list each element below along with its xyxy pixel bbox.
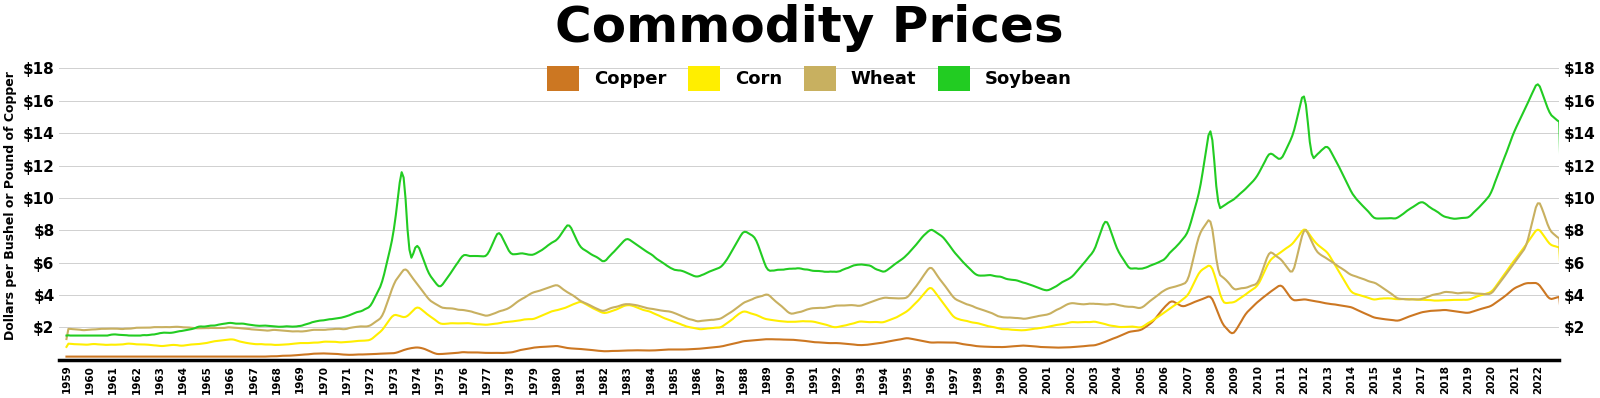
Legend: Copper, Corn, Wheat, Soybean: Copper, Corn, Wheat, Soybean — [539, 59, 1078, 98]
Y-axis label: Dollars per Bushel or Pound of Copper: Dollars per Bushel or Pound of Copper — [5, 72, 18, 340]
Title: Commodity Prices: Commodity Prices — [555, 4, 1064, 52]
